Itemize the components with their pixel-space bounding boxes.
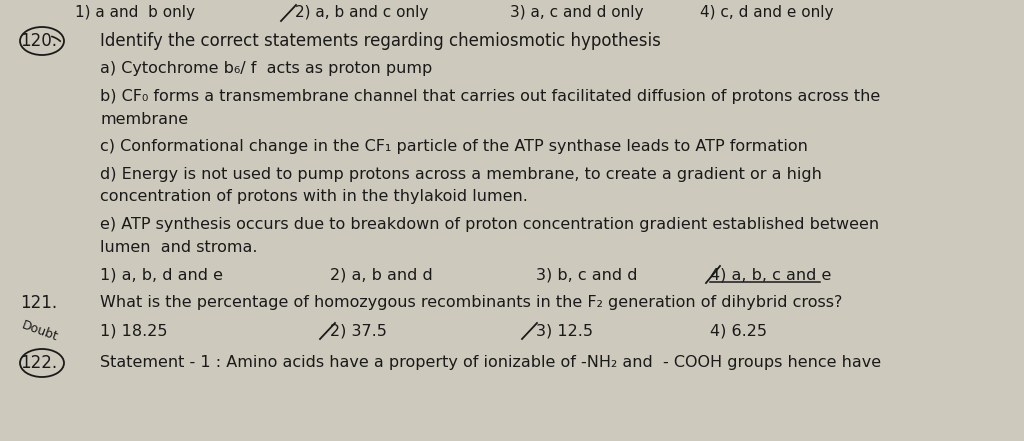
Text: 120.: 120. — [20, 32, 57, 50]
Text: Identify the correct statements regarding chemiosmotic hypothesis: Identify the correct statements regardin… — [100, 32, 660, 50]
Text: 3) 12.5: 3) 12.5 — [536, 324, 593, 339]
Text: concentration of protons with in the thylakoid lumen.: concentration of protons with in the thy… — [100, 190, 528, 205]
Text: c) Conformational change in the CF₁ particle of the ATP synthase leads to ATP fo: c) Conformational change in the CF₁ part… — [100, 139, 808, 154]
Text: d) Energy is not used to pump protons across a membrane, to create a gradient or: d) Energy is not used to pump protons ac… — [100, 168, 822, 183]
Text: 121.: 121. — [20, 294, 57, 312]
Text: 2) a, b and c only: 2) a, b and c only — [295, 5, 428, 20]
Text: 2) a, b and d: 2) a, b and d — [330, 268, 433, 283]
Text: Statement - 1 : Amino acids have a property of ionizable of -NH₂ and  - COOH gro: Statement - 1 : Amino acids have a prope… — [100, 355, 881, 370]
Text: 3) b, c and d: 3) b, c and d — [536, 268, 638, 283]
Text: 1) 18.25: 1) 18.25 — [100, 324, 168, 339]
Text: 3) a, c and d only: 3) a, c and d only — [510, 5, 643, 20]
Text: 122.: 122. — [20, 354, 57, 372]
Text: 2) 37.5: 2) 37.5 — [330, 324, 387, 339]
Text: 4) 6.25: 4) 6.25 — [710, 324, 767, 339]
Text: 1) a and  b only: 1) a and b only — [75, 5, 195, 20]
Text: lumen  and stroma.: lumen and stroma. — [100, 239, 257, 254]
Text: b) CF₀ forms a transmembrane channel that carries out facilitated diffusion of p: b) CF₀ forms a transmembrane channel tha… — [100, 90, 881, 105]
Text: Doubt: Doubt — [20, 318, 60, 344]
Text: a) Cytochrome b₆/ f  acts as proton pump: a) Cytochrome b₆/ f acts as proton pump — [100, 61, 432, 76]
Text: 4) a, b, c and e: 4) a, b, c and e — [710, 268, 831, 283]
Text: 4) c, d and e only: 4) c, d and e only — [700, 5, 834, 20]
Text: membrane: membrane — [100, 112, 188, 127]
Text: What is the percentage of homozygous recombinants in the F₂ generation of dihybr: What is the percentage of homozygous rec… — [100, 295, 843, 310]
Text: 1) a, b, d and e: 1) a, b, d and e — [100, 268, 223, 283]
Text: e) ATP synthesis occurs due to breakdown of proton concentration gradient establ: e) ATP synthesis occurs due to breakdown… — [100, 217, 880, 232]
